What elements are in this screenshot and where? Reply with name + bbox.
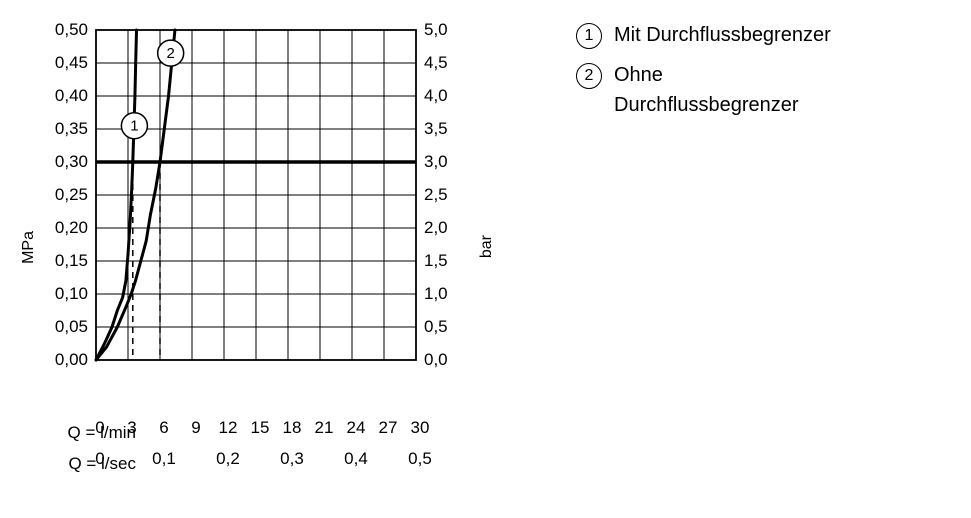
svg-text:0,45: 0,45 [55, 53, 88, 72]
x-tick: 0,1 [148, 449, 180, 469]
svg-text:4,0: 4,0 [424, 86, 448, 105]
legend: 1 Mit Durchflussbegrenzer 2 Ohne Durchfluss… [576, 20, 831, 130]
legend-marker-icon: 2 [576, 63, 602, 89]
x-tick: 9 [180, 418, 212, 438]
svg-text:0,25: 0,25 [55, 185, 88, 204]
svg-text:0,40: 0,40 [55, 86, 88, 105]
legend-item: 2 Ohne Durchflussbegrenzer [576, 60, 831, 120]
legend-item: 1 Mit Durchflussbegrenzer [576, 20, 831, 50]
svg-text:3,0: 3,0 [424, 152, 448, 171]
svg-text:5,0: 5,0 [424, 20, 448, 39]
svg-text:2,5: 2,5 [424, 185, 448, 204]
svg-text:0,0: 0,0 [424, 350, 448, 369]
svg-text:0,20: 0,20 [55, 218, 88, 237]
y-axis-label-left: MPa [20, 231, 38, 264]
svg-text:0,10: 0,10 [55, 284, 88, 303]
svg-text:0,00: 0,00 [55, 350, 88, 369]
svg-text:1,0: 1,0 [424, 284, 448, 303]
x-tick: 21 [308, 418, 340, 438]
svg-text:0,30: 0,30 [55, 152, 88, 171]
x-tick: 0 [84, 449, 116, 469]
x-tick: 0,2 [212, 449, 244, 469]
chart-area: MPa 0,000,00,050,50,101,00,151,50,202,00… [20, 20, 496, 474]
svg-text:1,5: 1,5 [424, 251, 448, 270]
flow-pressure-chart: 0,00 0,0 0,05 0,5 0,10 1,0 0,15 1,5 0,20 2,0 0,25 2… [46, 20, 466, 400]
svg-text:2: 2 [166, 45, 174, 62]
x-tick: 15 [244, 418, 276, 438]
x-tick: 18 [276, 418, 308, 438]
svg-text:0,5: 0,5 [424, 317, 448, 336]
svg-text:3,5: 3,5 [424, 119, 448, 138]
legend-text: Ohne Durchflussbegrenzer [614, 60, 799, 120]
svg-text:0,15: 0,15 [55, 251, 88, 270]
svg-text:2,0: 2,0 [424, 218, 448, 237]
chart-block: 0,000,00,050,50,101,00,151,50,202,00,252… [46, 20, 470, 474]
x-tick: 6 [148, 418, 180, 438]
x-tick: 0,5 [404, 449, 436, 469]
x-axis-row-lmin: Q = l/min036912151821242730 [46, 418, 470, 443]
figure-container: MPa 0,000,00,050,50,101,00,151,50,202,00… [20, 20, 951, 474]
x-tick: 0 [84, 418, 116, 438]
svg-text:1: 1 [130, 118, 138, 135]
svg-text:0,35: 0,35 [55, 119, 88, 138]
x-tick: 0,4 [340, 449, 372, 469]
legend-marker-icon: 1 [576, 23, 602, 49]
legend-text: Mit Durchflussbegrenzer [614, 20, 831, 50]
x-tick: 0,3 [276, 449, 308, 469]
x-tick: 3 [116, 418, 148, 438]
x-tick: 30 [404, 418, 436, 438]
x-axis-label-block: Q = l/min036912151821242730Q = l/sec00,1… [46, 412, 470, 474]
y-axis-label-right: bar [478, 235, 496, 258]
svg-text:4,5: 4,5 [424, 53, 448, 72]
svg-text:0,50: 0,50 [55, 20, 88, 39]
x-tick: 27 [372, 418, 404, 438]
x-tick: 12 [212, 418, 244, 438]
x-axis-row-lsec: Q = l/sec00,10,20,30,40,5 [46, 449, 470, 474]
svg-text:0,05: 0,05 [55, 317, 88, 336]
x-tick: 24 [340, 418, 372, 438]
